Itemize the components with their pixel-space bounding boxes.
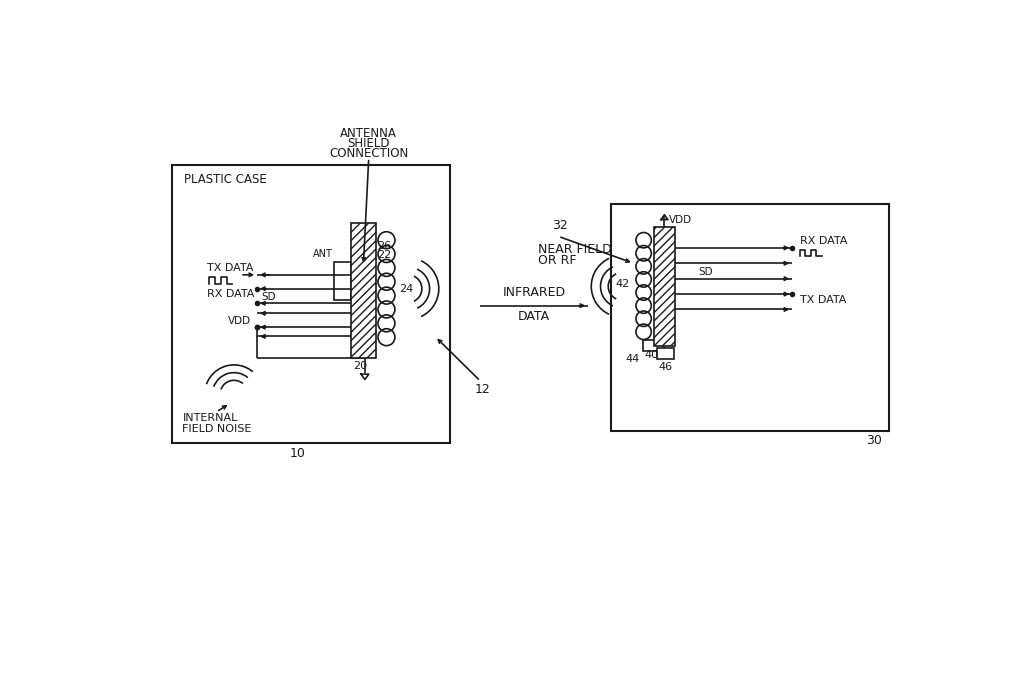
Bar: [642, 340, 663, 351]
Text: 22: 22: [377, 250, 391, 260]
Text: 30: 30: [865, 434, 881, 447]
Text: SHIELD: SHIELD: [347, 137, 389, 150]
Bar: [656, 348, 673, 359]
Text: 42: 42: [614, 279, 629, 289]
Bar: [334, 262, 351, 300]
Text: ANT: ANT: [313, 248, 332, 259]
Text: TX DATA: TX DATA: [207, 263, 253, 273]
Text: OR RF: OR RF: [538, 254, 576, 267]
Text: INTERNAL: INTERNAL: [182, 414, 237, 423]
Text: 32: 32: [551, 220, 568, 233]
Text: 44: 44: [625, 354, 639, 364]
Text: 12: 12: [475, 383, 490, 396]
Bar: [172, 165, 449, 442]
Text: ANTENNA: ANTENNA: [340, 127, 396, 140]
Text: VDD: VDD: [668, 215, 692, 225]
Text: SD: SD: [261, 292, 275, 302]
Text: TX DATA: TX DATA: [799, 295, 846, 305]
Text: 20: 20: [353, 361, 367, 371]
Bar: [610, 204, 888, 431]
Text: 26: 26: [377, 241, 391, 251]
Text: 46: 46: [657, 362, 672, 372]
Text: VDD: VDD: [227, 316, 251, 326]
Text: 40: 40: [644, 349, 657, 359]
Bar: [351, 223, 375, 358]
Text: 10: 10: [289, 447, 306, 460]
Text: RX DATA: RX DATA: [799, 237, 847, 246]
Text: RX DATA: RX DATA: [207, 289, 254, 300]
Text: FIELD NOISE: FIELD NOISE: [182, 424, 252, 434]
Text: 24: 24: [398, 284, 413, 294]
Text: SD: SD: [698, 267, 712, 277]
Text: PLASTIC CASE: PLASTIC CASE: [183, 173, 266, 186]
Bar: [653, 227, 675, 346]
Text: CONNECTION: CONNECTION: [329, 147, 408, 160]
Text: INFRARED: INFRARED: [502, 287, 566, 300]
Bar: [653, 227, 675, 346]
Text: NEAR FIELD: NEAR FIELD: [538, 244, 611, 257]
Bar: [351, 223, 375, 358]
Text: DATA: DATA: [518, 310, 550, 323]
